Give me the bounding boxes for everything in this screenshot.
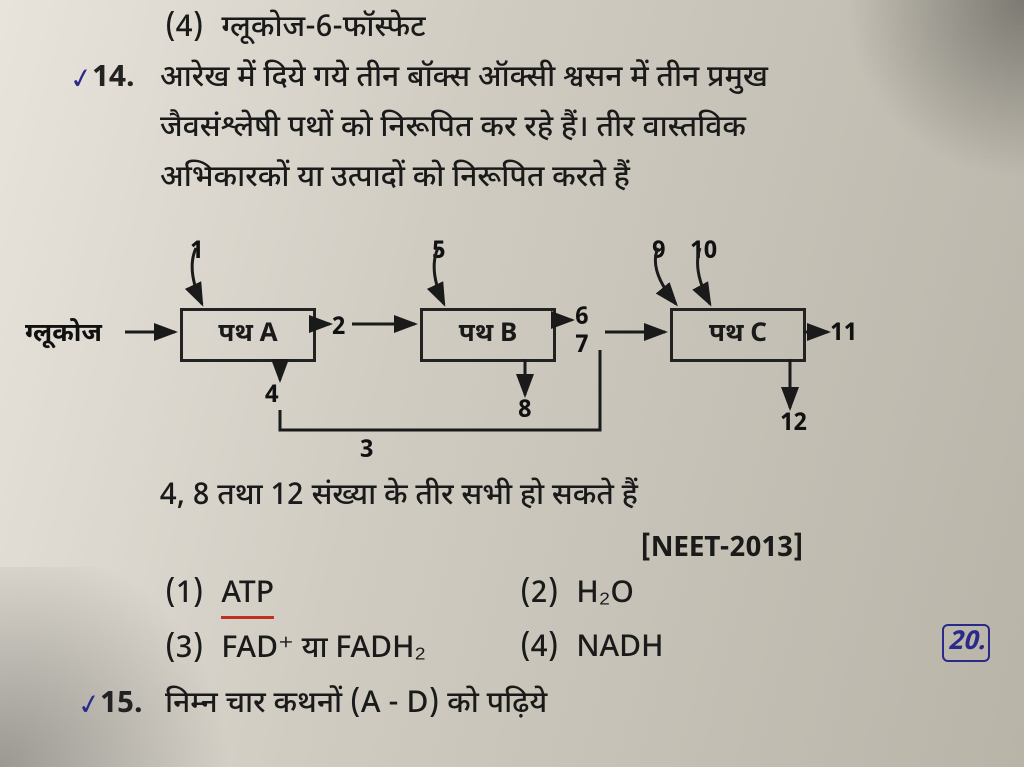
option-4-text: NADH: [576, 630, 663, 669]
prev-option-line: (4) ग्लूकोज-6-फॉस्फेट: [165, 10, 426, 49]
q14-number: 14.: [92, 60, 135, 99]
option-3-num: (3): [165, 631, 204, 670]
q14-line2: जैवसंश्लेषी पथों को निरूपित कर रहे हैं। …: [160, 110, 746, 149]
option-1-text-inner: ATP: [221, 576, 274, 619]
respiration-diagram: ग्लूकोज पथ A पथ B पथ C 1 2 3 4 5 6 7 8 9…: [130, 260, 910, 460]
q14-line3: अभिकारकों या उत्पादों को निरूपित करते है…: [160, 160, 630, 199]
exam-page: (4) ग्लूकोज-6-फॉस्फेट ✓ 14. आरेख में दिय…: [0, 0, 1024, 767]
glucose-label: ग्लूकोज: [25, 318, 102, 352]
prev-option-text: ग्लूकोज-6-फॉस्फेट: [221, 10, 425, 49]
option-1-num: (1): [165, 576, 204, 615]
option-1-text: ATP: [221, 576, 274, 615]
option-3-text: FAD⁺ या FADH₂: [221, 631, 426, 670]
q15-text: निम्न चार कथनों (A - D) को पढ़िये: [165, 686, 547, 725]
exam-tag: [NEET-2013]: [640, 532, 804, 568]
q14-line1: आरेख में दिये गये तीन बॉक्स ऑक्सी श्वसन …: [160, 60, 768, 99]
option-2-text: H₂O: [576, 576, 634, 615]
side-number: 20.: [948, 626, 985, 660]
q15-number: 15.: [100, 686, 143, 725]
prev-option-num: (4): [165, 10, 204, 49]
option-3: (3) FAD⁺ या FADH₂: [165, 630, 426, 670]
photo-shadow-tr: [844, 0, 1024, 180]
option-2-num: (2): [520, 576, 559, 615]
option-2: (2) H₂O: [520, 576, 634, 615]
q14-after-diagram: 4, 8 तथा 12 संख्या के तीर सभी हो सकते है…: [160, 478, 638, 517]
option-1: (1) ATP: [165, 576, 274, 615]
diagram-arrows: [130, 260, 910, 460]
option-4: (4) NADH: [520, 630, 663, 669]
option-4-num: (4): [520, 630, 559, 669]
